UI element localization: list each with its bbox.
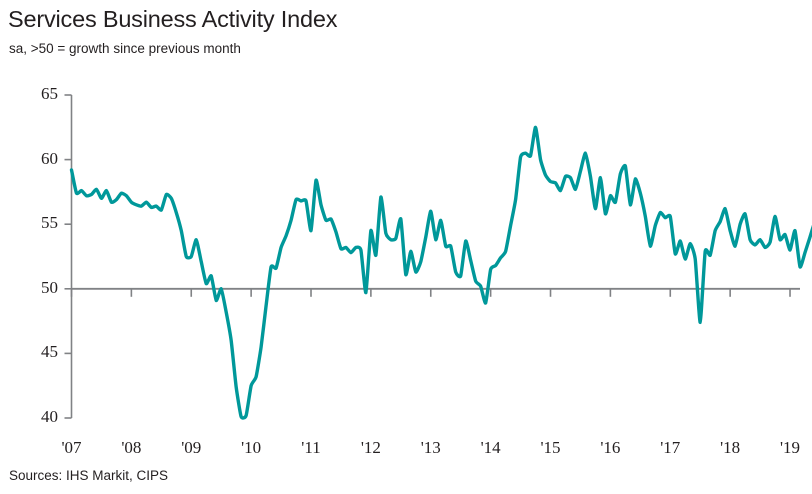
x-tick-label: '11 [301, 438, 321, 457]
y-tick-label: 65 [41, 84, 58, 103]
page-title: Services Business Activity Index [8, 6, 338, 32]
source-note: Sources: IHS Markit, CIPS [9, 468, 169, 483]
x-tick-label: '19 [779, 438, 801, 457]
x-tick-label: '08 [121, 438, 142, 457]
y-tick-label: 40 [41, 407, 58, 426]
x-tick-label: '09 [181, 438, 202, 457]
x-tick-label: '16 [600, 438, 621, 457]
x-tick-label: '10 [241, 438, 262, 457]
y-tick-label: 60 [41, 148, 58, 168]
x-tick-label: '18 [720, 438, 741, 457]
chart-subtitle: sa, >50 = growth since previous month [9, 41, 241, 56]
x-tick-label: '12 [360, 438, 381, 457]
x-tick-label: '15 [540, 438, 561, 457]
x-tick-label: '17 [660, 438, 681, 457]
x-tick-label: '07 [61, 438, 82, 457]
y-tick-label: 45 [41, 342, 58, 362]
x-tick-label: '13 [420, 438, 441, 457]
series-line [69, 125, 812, 420]
y-tick-label: 50 [41, 277, 58, 297]
x-tick-label: '14 [480, 438, 501, 457]
y-tick-label: 55 [41, 213, 58, 233]
